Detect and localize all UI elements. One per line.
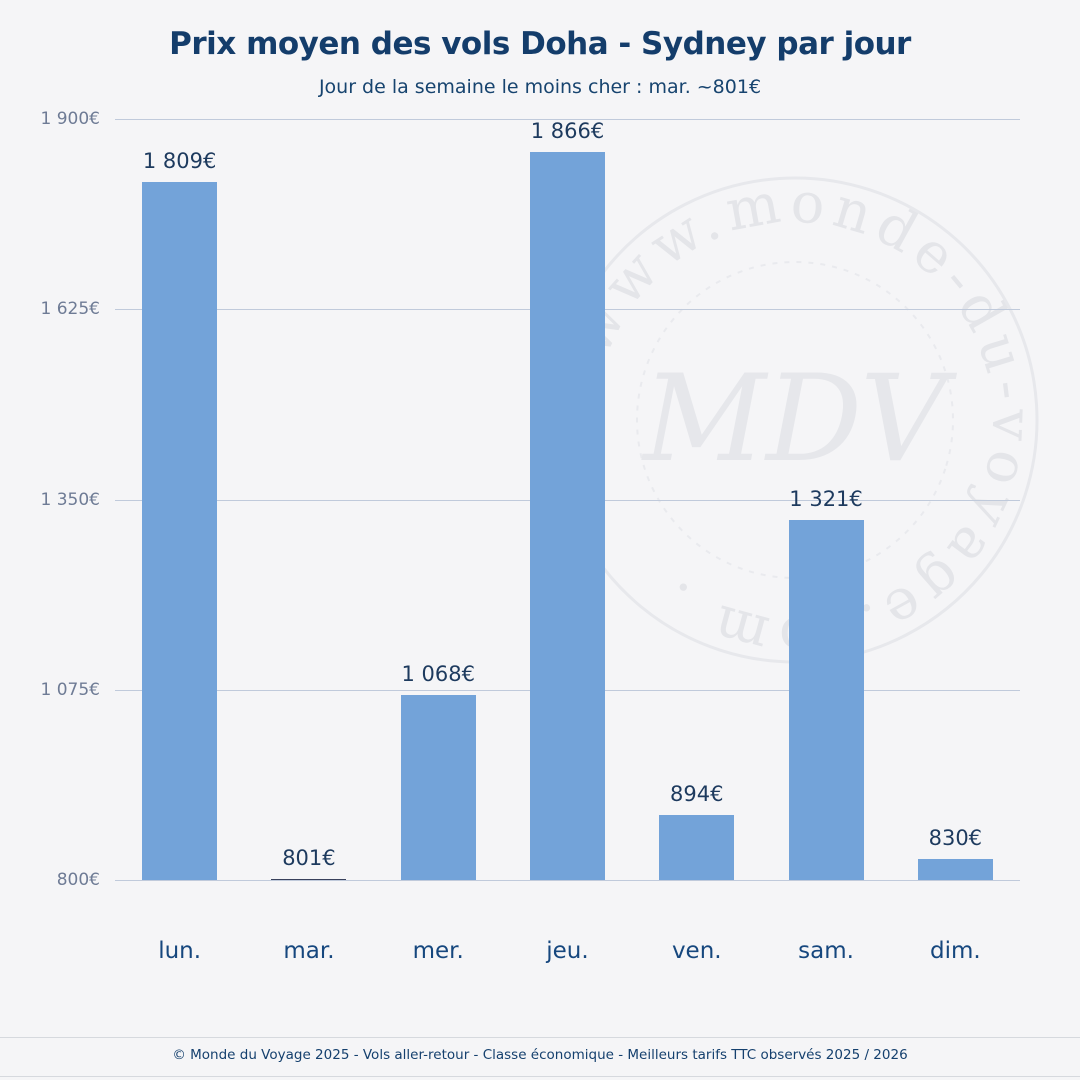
bar-column-mer: 1 068€ [374,119,503,880]
bar-value-label: 1 321€ [789,487,863,511]
bar-column-lun: 1 809€ [115,119,244,880]
chart-subtitle: Jour de la semaine le moins cher : mar. … [318,76,762,98]
footer-divider-bottom [0,1076,1080,1077]
bar-mar [271,879,347,880]
bar-value-label: 1 809€ [142,149,217,173]
bar-column-jeu: 1 866€ [503,119,632,880]
chart-title: Prix moyen des vols Doha - Sydney par jo… [169,26,911,62]
bars: 1 809€ 801€ 1 068€ 1 866€ 894€ 1 321€ 830€ [115,119,1020,880]
bar-dim [917,859,993,880]
y-tick-label: 1 900€ [40,109,100,129]
bar-jeu [529,152,605,880]
bar-ven [659,815,735,880]
bar-column-mar: 801€ [244,119,373,880]
bar-value-label: 894€ [670,782,724,806]
x-tick-label: dim. [929,938,981,964]
bar-value-label: 830€ [928,826,983,850]
bar-mer [400,695,476,880]
y-tick-label: 1 625€ [40,299,100,320]
x-tick-label: mar. [283,938,335,964]
gridline [115,880,1020,881]
x-tick-label: mer. [412,938,464,964]
footer-copyright: © Monde du Voyage 2025 - Vols aller-reto… [172,1047,908,1063]
x-tick-label: lun. [158,938,202,964]
bar-column-sam: 1 321€ [761,119,890,880]
bar-column-dim: 830€ [891,119,1020,880]
x-tick-label: sam. [798,938,854,964]
bar-value-label: 1 866€ [530,119,605,143]
y-tick-label: 1 350€ [40,489,100,510]
bar-value-label: 801€ [282,846,336,870]
bar-value-label: 1 068€ [401,662,475,686]
y-axis-labels: 1 900€ 1 625€ 1 350€ 1 075€ 800€ [0,109,105,890]
x-tick-label: jeu. [546,938,589,964]
x-axis-labels: lun. mar. mer. jeu. ven. sam. dim. [115,938,1020,964]
bar-sam [788,520,864,880]
bar-lun [142,182,218,880]
footer-divider-top [0,1037,1080,1038]
y-tick-label: 800€ [56,870,100,890]
bar-column-ven: 894€ [632,119,761,880]
y-tick-label: 1 075€ [40,679,100,700]
x-tick-label: ven. [671,938,722,964]
plot-area: 1 809€ 801€ 1 068€ 1 866€ 894€ 1 321€ 830€ [115,119,1020,881]
gridline [115,119,1020,120]
